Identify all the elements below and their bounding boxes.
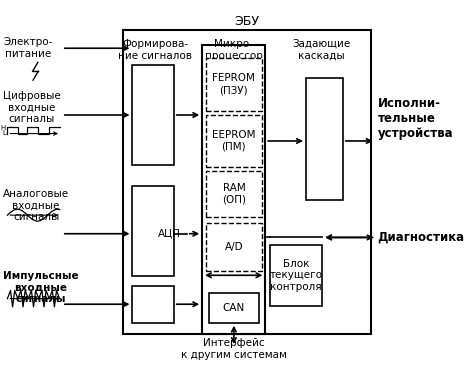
Text: A/D: A/D [225,242,243,252]
Bar [209,293,259,323]
Text: CAN: CAN [223,303,245,313]
Text: L: L [2,130,6,136]
Text: Электро-
питание: Электро- питание [3,37,53,59]
Text: АЦП: АЦП [158,228,181,238]
Text: Импульсные
входные
сигналы: Импульсные входные сигналы [3,271,79,304]
Text: Задающие
каскады: Задающие каскады [292,39,350,60]
Bar [206,115,262,167]
Bar [270,245,322,306]
Text: Микро-
процессор: Микро- процессор [205,39,263,60]
Bar [206,171,262,217]
Text: Интерфейс
к другим системам: Интерфейс к другим системам [181,338,287,360]
Text: ЭБУ: ЭБУ [235,15,259,28]
Text: Формирова-
ние сигналов: Формирова- ние сигналов [118,39,192,60]
Bar [206,58,262,111]
Text: H: H [1,125,6,131]
Bar [202,45,265,334]
Bar [132,286,174,323]
Text: Аналоговые
входные
сигналы: Аналоговые входные сигналы [3,189,69,222]
Text: Исполни-
тельные
устройства: Исполни- тельные устройства [378,97,453,140]
Text: Цифровые
входные
сигналы: Цифровые входные сигналы [3,91,61,124]
Text: RAM
(ОП): RAM (ОП) [222,183,246,204]
Text: Диагностика: Диагностика [378,231,465,244]
Bar [123,30,371,334]
Bar [132,65,174,165]
Bar [306,78,343,200]
Text: FEPROM
(ПЗУ): FEPROM (ПЗУ) [212,73,255,95]
Bar [206,223,262,271]
Text: Блок
текущего
контроля: Блок текущего контроля [270,259,323,292]
Bar [132,186,174,276]
Text: EEPROM
(ПМ): EEPROM (ПМ) [212,130,255,152]
